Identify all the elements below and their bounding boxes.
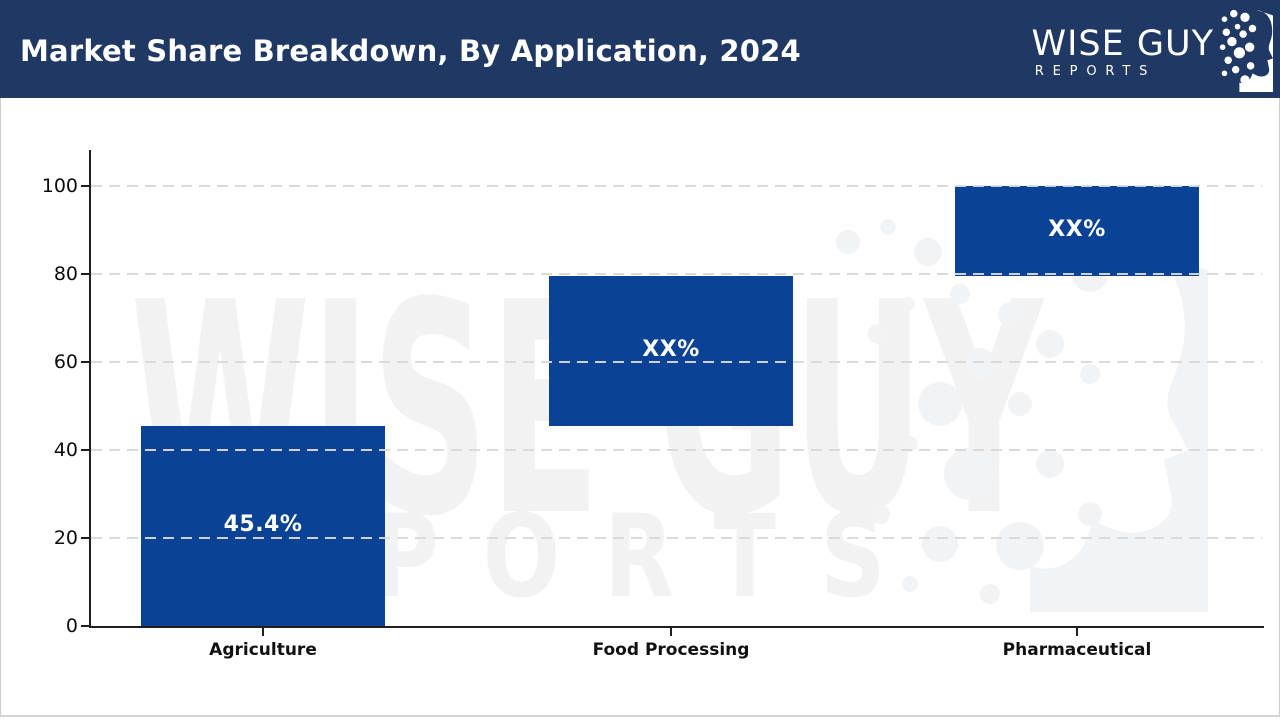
y-tick-label-20: 20 bbox=[53, 527, 78, 549]
y-tick-0 bbox=[81, 625, 90, 627]
bar-agriculture bbox=[141, 426, 385, 626]
y-tick-100 bbox=[81, 185, 90, 187]
y-tick-label-0: 0 bbox=[65, 615, 78, 637]
gridline-y-40 bbox=[91, 449, 1262, 451]
x-tick-food-processing bbox=[670, 628, 672, 636]
gridline-y-80 bbox=[91, 273, 1262, 275]
y-tick-label-40: 40 bbox=[53, 439, 78, 461]
gridline-y-100 bbox=[91, 185, 1262, 187]
y-tick-40 bbox=[81, 449, 90, 451]
logo-wordmark-line1: WISE GUY bbox=[1031, 23, 1214, 64]
y-tick-label-100: 100 bbox=[41, 175, 78, 197]
y-tick-20 bbox=[81, 537, 90, 539]
header-bar: Market Share Breakdown, By Application, … bbox=[0, 0, 1280, 98]
gridline-y-20 bbox=[91, 537, 1262, 539]
wiseguy-logo: WISE GUY REPORTS bbox=[1031, 6, 1274, 94]
bar-value-label-food-processing: XX% bbox=[642, 337, 700, 363]
page-title: Market Share Breakdown, By Application, … bbox=[20, 34, 801, 68]
x-axis-line bbox=[89, 626, 1264, 628]
x-category-label-food-processing: Food Processing bbox=[592, 640, 750, 660]
logo-wordmark-line2: REPORTS bbox=[1034, 63, 1157, 79]
x-category-label-agriculture: Agriculture bbox=[209, 640, 317, 660]
y-axis-line bbox=[89, 150, 91, 628]
x-tick-agriculture bbox=[262, 628, 264, 636]
bar-pharmaceutical bbox=[955, 186, 1199, 277]
x-tick-pharmaceutical bbox=[1076, 628, 1078, 636]
logo-face-icon bbox=[1219, 9, 1273, 92]
bar-value-label-pharmaceutical: XX% bbox=[1048, 217, 1106, 243]
y-tick-label-60: 60 bbox=[53, 351, 78, 373]
y-tick-60 bbox=[81, 361, 90, 363]
logo-wordmark: WISE GUY REPORTS bbox=[1031, 23, 1214, 78]
y-tick-label-80: 80 bbox=[53, 263, 78, 285]
bar-food-processing bbox=[549, 276, 793, 427]
gridline-y-60 bbox=[91, 361, 1262, 363]
y-tick-80 bbox=[81, 273, 90, 275]
bar-value-label-agriculture: 45.4% bbox=[223, 512, 303, 538]
x-category-label-pharmaceutical: Pharmaceutical bbox=[1002, 640, 1152, 660]
